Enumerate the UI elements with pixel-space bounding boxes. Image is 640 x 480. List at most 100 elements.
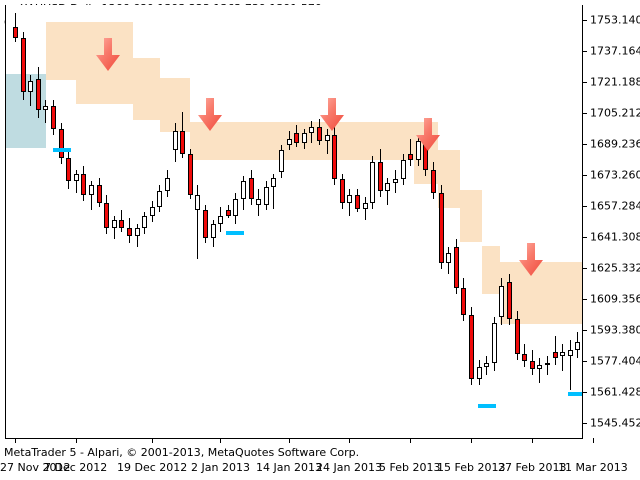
price-tick: [582, 237, 587, 238]
candle-body-bullish[interactable]: [142, 216, 148, 228]
price-tick: [582, 361, 587, 362]
price-tick-label: 1593.380: [590, 323, 640, 337]
candle-body-bearish[interactable]: [225, 210, 231, 217]
candle-body-bearish[interactable]: [58, 129, 64, 159]
candle-body-bearish[interactable]: [461, 287, 467, 315]
candle-body-bullish[interactable]: [89, 185, 94, 195]
candle-body-bullish[interactable]: [43, 105, 49, 110]
candle-body-bullish[interactable]: [241, 181, 246, 199]
price-tick-label: 1641.308: [590, 230, 640, 244]
candle-body-bullish[interactable]: [111, 220, 117, 228]
candle-body-bullish[interactable]: [362, 202, 368, 209]
candle-body-bearish[interactable]: [104, 202, 110, 228]
candle-body-bearish[interactable]: [294, 133, 300, 143]
candle-body-bearish[interactable]: [317, 127, 322, 141]
date-tick: [152, 438, 153, 443]
candle-body-bullish[interactable]: [263, 187, 269, 205]
candle-body-bearish[interactable]: [408, 154, 414, 161]
candle-body-bullish[interactable]: [484, 363, 490, 368]
candle-body-bearish[interactable]: [13, 26, 18, 39]
price-tick-label: 1577.404: [590, 354, 640, 368]
candle-body-bullish[interactable]: [301, 133, 307, 143]
candle-wick: [364, 196, 366, 221]
candle-body-bearish[interactable]: [119, 220, 125, 228]
candle-body-bearish[interactable]: [377, 162, 383, 192]
candle-body-bearish[interactable]: [248, 177, 254, 199]
sell-signal-arrow: [95, 38, 121, 72]
candle-body-bullish[interactable]: [157, 191, 163, 207]
candle-body-bullish[interactable]: [491, 322, 497, 364]
candle-body-bearish[interactable]: [180, 131, 186, 155]
candle-body-bullish[interactable]: [476, 367, 482, 379]
candle-wick: [197, 185, 199, 259]
candle-body-bearish[interactable]: [203, 210, 208, 238]
candle-body-bullish[interactable]: [324, 134, 330, 141]
candle-body-bullish[interactable]: [385, 183, 391, 192]
candle-body-bearish[interactable]: [35, 78, 41, 110]
candle-wick: [91, 181, 92, 211]
candle-body-bullish[interactable]: [393, 179, 398, 184]
candle-body-bearish[interactable]: [51, 105, 56, 130]
cloud-band-segment: [460, 190, 482, 242]
candle-body-bullish[interactable]: [172, 131, 178, 151]
price-tick: [582, 20, 587, 21]
candle-body-bearish[interactable]: [529, 361, 535, 370]
candle-body-bullish[interactable]: [567, 349, 573, 356]
candle-body-bullish[interactable]: [195, 194, 201, 211]
candle-body-bearish[interactable]: [522, 353, 528, 362]
candle-body-bullish[interactable]: [446, 253, 452, 263]
candle-body-bullish[interactable]: [210, 224, 216, 238]
candle-body-bearish[interactable]: [355, 194, 360, 209]
price-tick: [582, 423, 587, 424]
candle-body-bearish[interactable]: [20, 38, 26, 93]
price-tick-label: 1737.164: [590, 44, 640, 58]
cloud-band-segment: [190, 122, 218, 160]
date-tick-label: 27 Feb 2013: [498, 461, 567, 474]
candle-body-bearish[interactable]: [469, 314, 474, 379]
candle-body-bearish[interactable]: [514, 318, 520, 354]
price-tick-label: 1753.140: [590, 13, 640, 27]
candle-body-bullish[interactable]: [218, 216, 224, 224]
candle-body-bearish[interactable]: [339, 179, 345, 203]
candle-body-bearish[interactable]: [187, 154, 193, 195]
candle-body-bearish[interactable]: [127, 227, 132, 236]
candle-body-bullish[interactable]: [400, 160, 406, 180]
buy-signal-marker: [478, 404, 496, 408]
candle-body-bearish[interactable]: [332, 134, 338, 180]
chart-plot-area[interactable]: [5, 5, 582, 438]
price-tick: [582, 268, 587, 269]
candle-body-bullish[interactable]: [499, 285, 505, 317]
candle-body-bullish[interactable]: [149, 206, 155, 217]
price-tick-label: 1721.188: [590, 75, 640, 89]
candle-body-bullish[interactable]: [370, 162, 376, 203]
candle-body-bullish[interactable]: [537, 365, 543, 370]
candle-wick: [113, 216, 115, 240]
candle-body-bullish[interactable]: [575, 342, 581, 350]
candle-body-bearish[interactable]: [431, 169, 436, 194]
candle-body-bullish[interactable]: [286, 138, 292, 145]
candle-body-bearish[interactable]: [66, 158, 72, 182]
candle-body-bearish[interactable]: [453, 247, 459, 288]
candle-body-bullish[interactable]: [73, 173, 79, 182]
candle-body-bullish[interactable]: [347, 194, 353, 203]
candle-wick: [562, 344, 564, 372]
candle-body-bearish[interactable]: [507, 282, 512, 319]
candle-body-bullish[interactable]: [560, 351, 566, 356]
candle-body-bullish[interactable]: [233, 198, 239, 217]
candle-body-bullish[interactable]: [134, 227, 140, 236]
candle-body-bearish[interactable]: [81, 173, 87, 195]
candle-body-bullish[interactable]: [28, 80, 34, 93]
date-tick: [15, 438, 16, 443]
price-tick: [582, 113, 587, 114]
price-tick-label: 1689.236: [590, 137, 640, 151]
candle-body-bearish[interactable]: [96, 185, 102, 203]
candle-body-bullish[interactable]: [309, 127, 315, 133]
candle-body-bullish[interactable]: [279, 150, 284, 172]
candle-body-bullish[interactable]: [271, 177, 277, 188]
candle-body-bullish[interactable]: [165, 177, 170, 192]
candle-body-bullish[interactable]: [415, 140, 421, 161]
candle-body-bullish[interactable]: [256, 198, 262, 205]
candle-body-bullish[interactable]: [545, 363, 550, 366]
candle-body-bearish[interactable]: [438, 193, 444, 263]
candle-body-bearish[interactable]: [552, 351, 558, 358]
